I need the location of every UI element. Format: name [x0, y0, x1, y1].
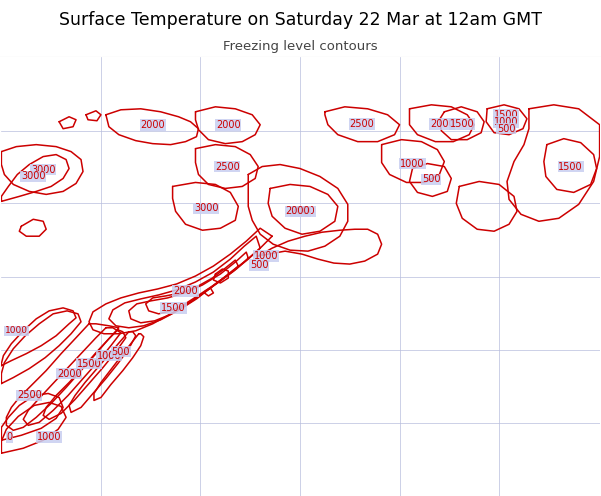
Text: 500: 500 [422, 175, 441, 185]
Text: 2000: 2000 [56, 369, 81, 378]
Text: 1500: 1500 [161, 303, 186, 313]
Text: 500: 500 [112, 347, 130, 357]
Text: 1000: 1000 [37, 433, 61, 442]
Text: 500: 500 [497, 124, 515, 134]
Text: 1000: 1000 [400, 159, 425, 169]
Text: 3000: 3000 [194, 203, 219, 213]
Text: 1500: 1500 [558, 162, 583, 172]
Text: 2000: 2000 [291, 206, 316, 216]
Text: 3000: 3000 [21, 172, 46, 182]
Text: Surface Temperature on Saturday 22 Mar at 12am GMT: Surface Temperature on Saturday 22 Mar a… [59, 11, 542, 29]
Text: Freezing level contours: Freezing level contours [223, 40, 378, 53]
Text: 2500: 2500 [349, 119, 374, 129]
Text: 1000: 1000 [97, 351, 121, 361]
Text: 1500: 1500 [450, 119, 475, 129]
Text: 1000: 1000 [494, 117, 518, 127]
Text: 2000: 2000 [430, 119, 454, 129]
Text: 2500: 2500 [215, 162, 240, 172]
Text: 1000: 1000 [5, 326, 28, 335]
Text: 1500: 1500 [77, 359, 102, 369]
Text: 0: 0 [6, 433, 13, 442]
Text: 1500: 1500 [494, 110, 518, 120]
Text: 3000: 3000 [31, 165, 55, 175]
Text: 2000: 2000 [216, 120, 240, 130]
Text: 2500: 2500 [17, 390, 41, 400]
Text: 2000: 2000 [173, 286, 198, 296]
Text: 2000: 2000 [285, 206, 310, 216]
Text: 500: 500 [250, 260, 269, 270]
Text: 1000: 1000 [254, 251, 278, 261]
Text: 2000: 2000 [141, 120, 165, 130]
